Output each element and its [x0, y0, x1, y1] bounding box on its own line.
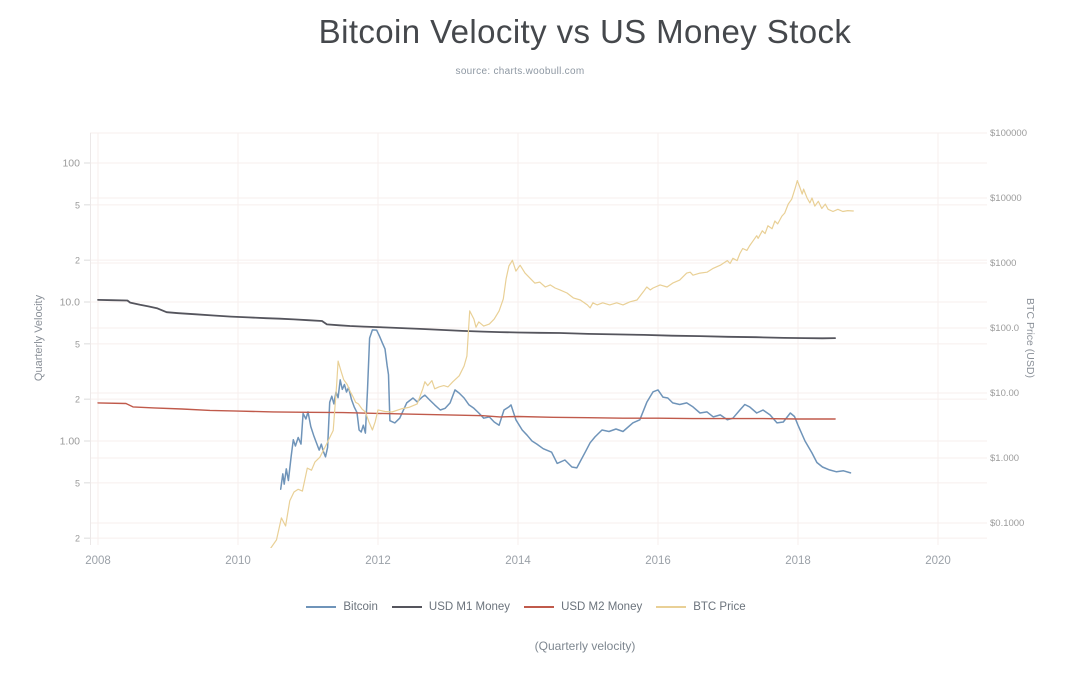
legend-swatch [656, 606, 687, 608]
right-axis-tick-label: $10.00 [990, 388, 1019, 399]
right-axis-title: BTC Price (USD) [1024, 298, 1036, 378]
legend-item-bitcoin[interactable]: Bitcoin [306, 601, 378, 613]
x-axis-tick-label: 2014 [505, 555, 531, 567]
left-axis-tick-label: 2 [75, 395, 80, 405]
right-axis-tick-label: $10000 [990, 193, 1022, 204]
left-axis-tick-label: 5 [75, 478, 80, 488]
legend-item-usd-m1-money[interactable]: USD M1 Money [391, 601, 511, 613]
legend-swatch [306, 606, 337, 608]
left-axis-tick-label: 2 [75, 256, 80, 266]
series-line-usd-m2-money [97, 402, 836, 420]
left-axis-tick-label: 100 [62, 158, 80, 170]
legend-label: USD M1 Money [428, 601, 511, 613]
x-axis-tick-label: 2008 [85, 555, 111, 567]
legend: Bitcoin USD M1 Money USD M2 Money BTC Price [90, 601, 962, 613]
left-axis-title: Quarterly Velocity [33, 294, 45, 382]
right-axis-tick-label: $1000 [990, 258, 1016, 269]
legend-swatch [391, 606, 422, 608]
left-axis-tick-label: 10.0 [60, 297, 81, 309]
legend-swatch [524, 606, 555, 608]
right-axis-tick-label: $0.1000 [990, 518, 1024, 529]
series-line-bitcoin [279, 329, 852, 490]
left-axis-tick-label: 5 [75, 200, 80, 210]
legend-item-btc-price[interactable]: BTC Price [656, 601, 746, 613]
right-axis-tick-label: $100.0 [990, 323, 1019, 334]
legend-label: Bitcoin [343, 601, 378, 613]
x-axis-tick-label: 2012 [365, 555, 391, 567]
right-axis-tick-label: $100000 [990, 128, 1027, 139]
chart-title: Bitcoin Velocity vs US Money Stock [318, 13, 852, 50]
x-axis-tick-label: 2020 [925, 555, 951, 567]
chart-footer: (Quarterly velocity) [534, 639, 636, 653]
chart-source: source: charts.woobull.com [455, 66, 585, 77]
left-axis-tick-label: 5 [75, 339, 80, 349]
left-axis-tick-label: 2 [75, 534, 80, 544]
x-axis-tick-label: 2010 [225, 555, 251, 567]
series-line-usd-m1-money [97, 299, 836, 340]
x-axis-tick-label: 2018 [785, 555, 811, 567]
legend-item-usd-m2-money[interactable]: USD M2 Money [524, 601, 642, 613]
series-line-btc-price [270, 180, 854, 548]
left-axis-tick-label: 1.00 [60, 436, 81, 448]
x-axis-tick-label: 2016 [645, 555, 671, 567]
legend-label: BTC Price [693, 601, 746, 613]
right-axis-tick-label: $1.000 [990, 453, 1019, 464]
legend-label: USD M2 Money [561, 601, 643, 613]
